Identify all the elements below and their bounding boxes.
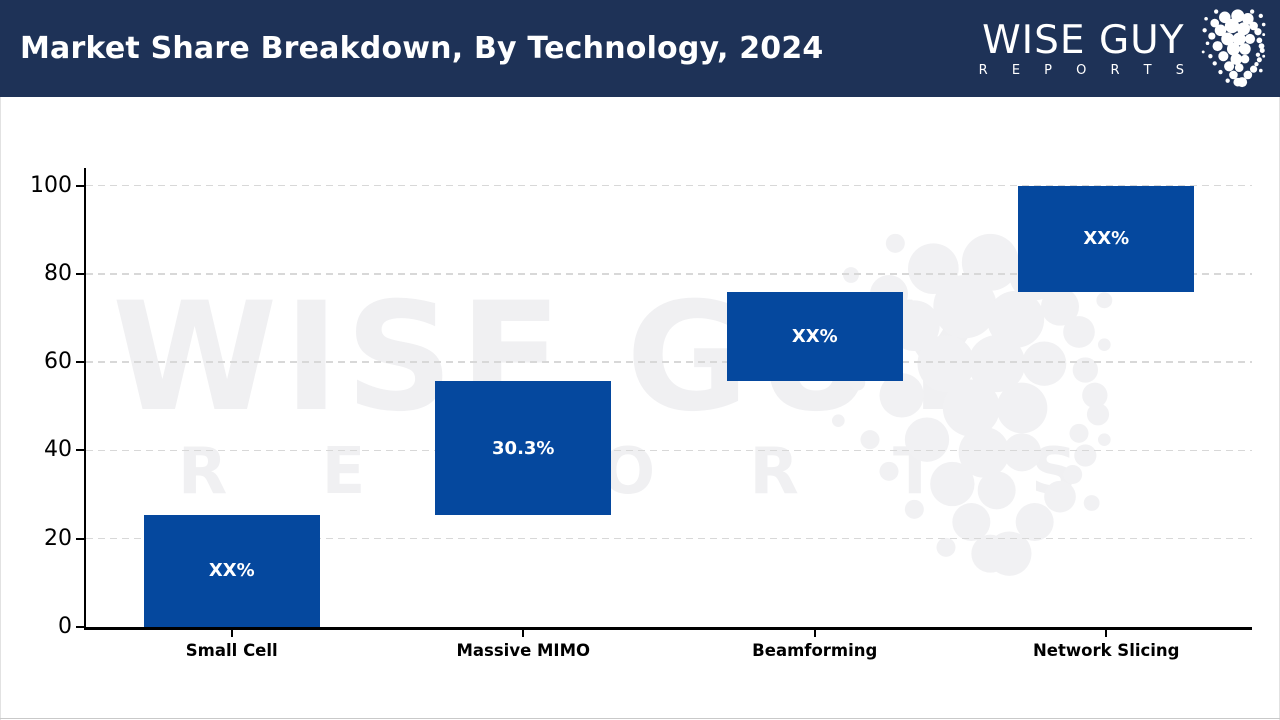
y-axis-tick-mark [76,626,84,628]
chart-title: Market Share Breakdown, By Technology, 2… [20,31,824,66]
brand-logo: WISE GUY R E P O R T S [973,0,1268,97]
y-axis-tick-label: 80 [44,260,72,286]
bar-network-slicing: XX% [1018,185,1195,292]
y-axis-tick-mark [76,361,84,364]
brand-logo-line1: WISE GUY [982,17,1185,63]
x-axis-tick-mark [813,629,816,637]
bar-small-cell: XX% [143,514,320,627]
y-axis-tick-label: 40 [44,437,72,463]
gridline-20 [86,537,1252,540]
header-bar: Market Share Breakdown, By Technology, 2… [0,0,1280,97]
brand-logo-line2: R E P O R T S [978,62,1194,78]
gridline-80 [86,273,1252,275]
y-axis-tick-mark [76,184,84,187]
gridline-60 [86,361,1252,363]
bar-beamforming: XX% [726,292,903,382]
x-axis-category-label: Network Slicing [1032,641,1180,660]
brand-logo-head-icon [1201,8,1266,87]
bar-massive-mimo: 30.3% [435,381,612,515]
bar-value-label: 30.3% [492,437,555,459]
bottom-border-line [0,718,1280,719]
y-axis-tick-mark [76,449,84,452]
y-axis-tick-label: 0 [58,614,72,639]
bar-value-label: XX% [208,560,255,582]
gridline-100 [86,184,1252,187]
y-axis-tick-label: 100 [30,172,72,198]
x-axis-category-label: Beamforming [752,641,878,660]
y-axis-tick-mark [76,272,84,275]
x-axis-category-label: Massive MIMO [456,641,591,660]
x-axis-tick-mark [1105,629,1108,637]
x-axis-category-label: Small Cell [185,641,278,660]
gridline-40 [86,449,1252,452]
y-axis-tick-mark [76,537,84,540]
x-axis-tick-mark [522,629,525,637]
y-axis-line [83,168,86,630]
x-axis-line [83,627,1252,630]
x-axis-tick-mark [230,629,233,637]
bar-value-label: XX% [791,326,838,348]
y-axis-tick-label: 60 [44,349,72,375]
brand-logo-text: WISE GUY R E P O R T S [973,21,1194,77]
y-axis-tick-label: 20 [44,525,72,551]
bar-value-label: XX% [1083,228,1130,250]
